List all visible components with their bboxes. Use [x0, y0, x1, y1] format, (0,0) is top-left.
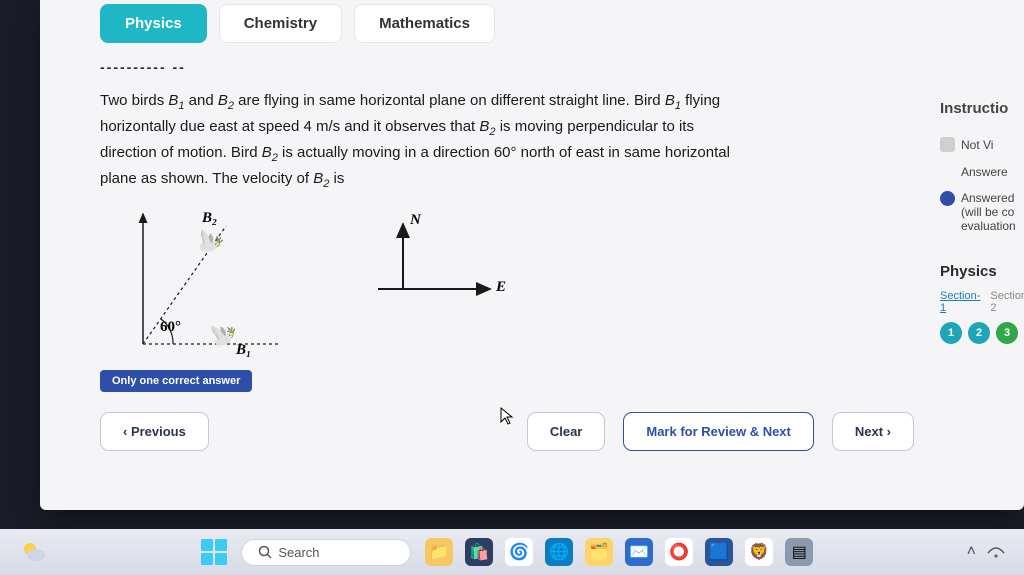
question-palette: 1 2 3 — [940, 322, 1024, 344]
palette-subject: Physics — [940, 263, 1024, 280]
diagram-compass-svg — [358, 214, 518, 324]
q-frag: horizontally due east at speed 4 m/s and… — [100, 118, 479, 135]
qnum-2[interactable]: 2 — [968, 322, 990, 344]
diagrams-row: B₂ 🕊️ 60° 🕊️ B₁ N E — [100, 194, 914, 370]
clear-button[interactable]: Clear — [527, 412, 606, 451]
edge-icon[interactable]: 🌐 — [545, 538, 573, 566]
brave-icon[interactable]: 🦁 — [745, 538, 773, 566]
var-b2: B2 — [218, 92, 234, 109]
legend-label: Answered (will be co evaluation — [961, 191, 1016, 233]
taskbar-search[interactable]: Search — [241, 539, 411, 566]
legend-circle-icon — [940, 164, 955, 179]
q-frag: is moving perpendicular to its — [496, 118, 694, 135]
subject-tabs: Physics Chemistry Mathematics — [100, 0, 914, 57]
right-panel: Instructio Not Vi Answere Answered (will… — [934, 0, 1024, 510]
section-tabs: Section-1 Section-2 — [940, 290, 1024, 314]
var-b1: B1 — [665, 92, 681, 109]
wifi-icon[interactable] — [986, 545, 1006, 559]
taskbar: Search 📁 🛍️ 🌀 🌐 🗂️ ✉️ ⭕ 🟦 🦁 ▤ ˄ — [0, 529, 1024, 575]
qnum-3[interactable]: 3 — [996, 322, 1018, 344]
var-b1: B1 — [168, 92, 184, 109]
content-area: Physics Chemistry Mathematics ----------… — [40, 0, 934, 510]
section-2-tab[interactable]: Section-2 — [990, 290, 1024, 314]
instructions-title: Instructio — [940, 100, 1024, 117]
legend-label: Not Vi — [961, 138, 993, 152]
app-icon[interactable]: ▤ — [785, 538, 813, 566]
copilot-icon[interactable]: 🌀 — [505, 538, 533, 566]
start-button[interactable] — [201, 539, 227, 565]
app-window: Physics Chemistry Mathematics ----------… — [40, 0, 1024, 510]
label-b1: B₁ — [236, 342, 251, 359]
q-frag: direction of motion. Bird — [100, 144, 262, 161]
mark-review-button[interactable]: Mark for Review & Next — [623, 412, 814, 451]
chevron-up-icon[interactable]: ˄ — [967, 543, 976, 561]
label-north: N — [410, 212, 421, 229]
chrome-icon[interactable]: ⭕ — [665, 538, 693, 566]
diagram-compass: N E — [358, 214, 518, 324]
tab-physics[interactable]: Physics — [100, 4, 207, 43]
cursor-icon — [499, 406, 515, 426]
previous-button[interactable]: ‹ Previous — [100, 412, 209, 451]
taskbar-tray[interactable]: ˄ — [967, 543, 1006, 561]
taskbar-center: Search 📁 🛍️ 🌀 🌐 🗂️ ✉️ ⭕ 🟦 🦁 ▤ — [201, 538, 813, 566]
legend-circle-icon — [940, 191, 955, 206]
q-frag: flying — [681, 92, 720, 109]
diagram-birds: B₂ 🕊️ 60° 🕊️ B₁ — [128, 204, 288, 354]
section-divider: ---------- -- — [100, 57, 914, 89]
q-frag: Two birds — [100, 92, 168, 109]
word-icon[interactable]: 🟦 — [705, 538, 733, 566]
q-frag: are flying in same horizontal plane on d… — [234, 92, 665, 109]
tab-chemistry[interactable]: Chemistry — [219, 4, 342, 43]
legend-label: Answere — [961, 165, 1008, 179]
tab-mathematics[interactable]: Mathematics — [354, 4, 495, 43]
label-east: E — [496, 279, 506, 296]
mail-icon[interactable]: ✉️ — [625, 538, 653, 566]
var-b2: B2 — [479, 118, 495, 135]
var-b2: B2 — [262, 144, 278, 161]
legend-answered: Answere — [940, 164, 1024, 179]
question-text: Two birds B1 and B2 are flying in same h… — [100, 89, 914, 194]
answer-type-row: Only one correct answer — [100, 370, 914, 392]
qnum-1[interactable]: 1 — [940, 322, 962, 344]
section-1-tab[interactable]: Section-1 — [940, 290, 980, 314]
files-icon[interactable]: 📁 — [425, 538, 453, 566]
var-b2: B2 — [313, 170, 329, 187]
q-frag: and — [185, 92, 218, 109]
q-frag: is — [329, 170, 344, 187]
legend-box-icon — [940, 137, 955, 152]
weather-widget[interactable] — [18, 537, 48, 567]
bird-icon: 🕊️ — [210, 323, 237, 349]
legend-review: Answered (will be co evaluation — [940, 191, 1024, 233]
taskbar-icons: 📁 🛍️ 🌀 🌐 🗂️ ✉️ ⭕ 🟦 🦁 ▤ — [425, 538, 813, 566]
nav-row: ‹ Previous Clear Mark for Review & Next … — [100, 392, 914, 451]
explorer-icon[interactable]: 🗂️ — [585, 538, 613, 566]
legend-notvisited: Not Vi — [940, 137, 1024, 152]
search-placeholder: Search — [278, 545, 319, 560]
only-one-badge: Only one correct answer — [100, 370, 252, 392]
q-frag: plane as shown. The velocity of — [100, 170, 313, 187]
next-button[interactable]: Next › — [832, 412, 914, 451]
store-icon[interactable]: 🛍️ — [465, 538, 493, 566]
label-b2: B₂ — [202, 210, 217, 227]
label-angle: 60° — [160, 319, 181, 336]
search-icon — [258, 545, 272, 559]
q-frag: is actually moving in a direction 60° no… — [278, 144, 730, 161]
